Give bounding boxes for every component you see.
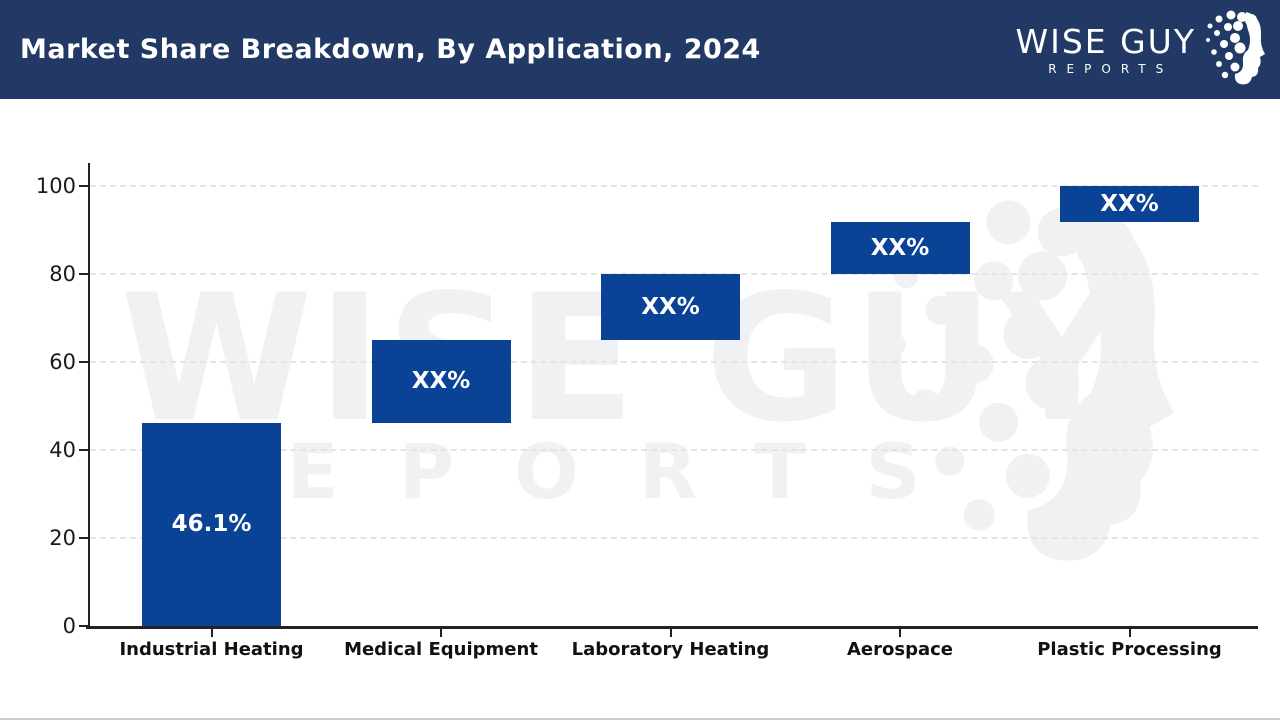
bar-value-label: XX% [641,293,700,320]
x-tick-mark-1 [210,629,213,637]
bottom-border-rule [0,718,1280,720]
y-tick-label-60: 60 [49,349,76,374]
x-category-label: Industrial Heating [119,639,304,660]
x-category-label: Aerospace [846,639,953,660]
y-tick-mark-100 [79,184,88,187]
watermark-subtitle: REPORTS [168,427,981,516]
logo-text: WISE GUY REPORTS [1015,25,1196,76]
x-category-label: Plastic Processing [1037,639,1222,660]
chart-title: Market Share Breakdown, By Application, … [20,34,761,65]
bar-aerospace: XX% [830,222,970,274]
x-tick-mark-2 [440,629,442,637]
y-tick-label-80: 80 [49,261,76,286]
x-tick-mark-4 [899,629,901,637]
y-tick-label-20: 20 [49,525,76,550]
bar-industrial-heating: 46.1% [142,422,281,626]
bar-value-label: 46.1% [171,511,252,538]
bar-plastic-processing: XX% [1060,185,1199,223]
bar-value-label: XX% [870,234,930,261]
bar-value-label: XX% [1100,190,1159,217]
gridline-y20 [90,536,1258,539]
bar-laboratory-heating: XX% [601,273,740,340]
y-tick-mark-60 [79,360,88,363]
x-category-label: Medical Equipment [344,639,538,660]
y-tick-mark-20 [79,536,88,539]
bar-medical-equipment: XX% [371,339,511,423]
gridline-y40 [90,448,1258,451]
y-tick-label-40: 40 [49,437,76,462]
gridline-y100 [90,184,1258,187]
logo-face-icon [1206,10,1265,85]
y-tick-mark-80 [79,272,88,275]
bar-value-label: XX% [411,368,471,395]
x-category-label: Laboratory Heating [571,639,770,660]
y-tick-mark-40 [79,448,88,451]
y-tick-label-100: 100 [35,173,76,198]
gridline-y60 [90,360,1258,363]
x-tick-mark-3 [669,629,672,637]
x-axis-line [86,626,1258,629]
logo-subtitle: REPORTS [1048,61,1174,76]
wise-guy-reports-logo: WISE GUY REPORTS [1015,8,1266,92]
logo-wordmark: WISE GUY [1015,21,1196,61]
y-tick-label-0: 0 [62,614,76,638]
y-tick-mark-0 [79,625,88,627]
plot-area: 0 20 40 60 80 100 46.1% XX% XX% XX% XX% Industria… [0,99,1280,706]
x-tick-mark-5 [1128,629,1131,637]
header-bar: Market Share Breakdown, By Application, … [0,0,1280,99]
y-axis-line [88,163,90,628]
